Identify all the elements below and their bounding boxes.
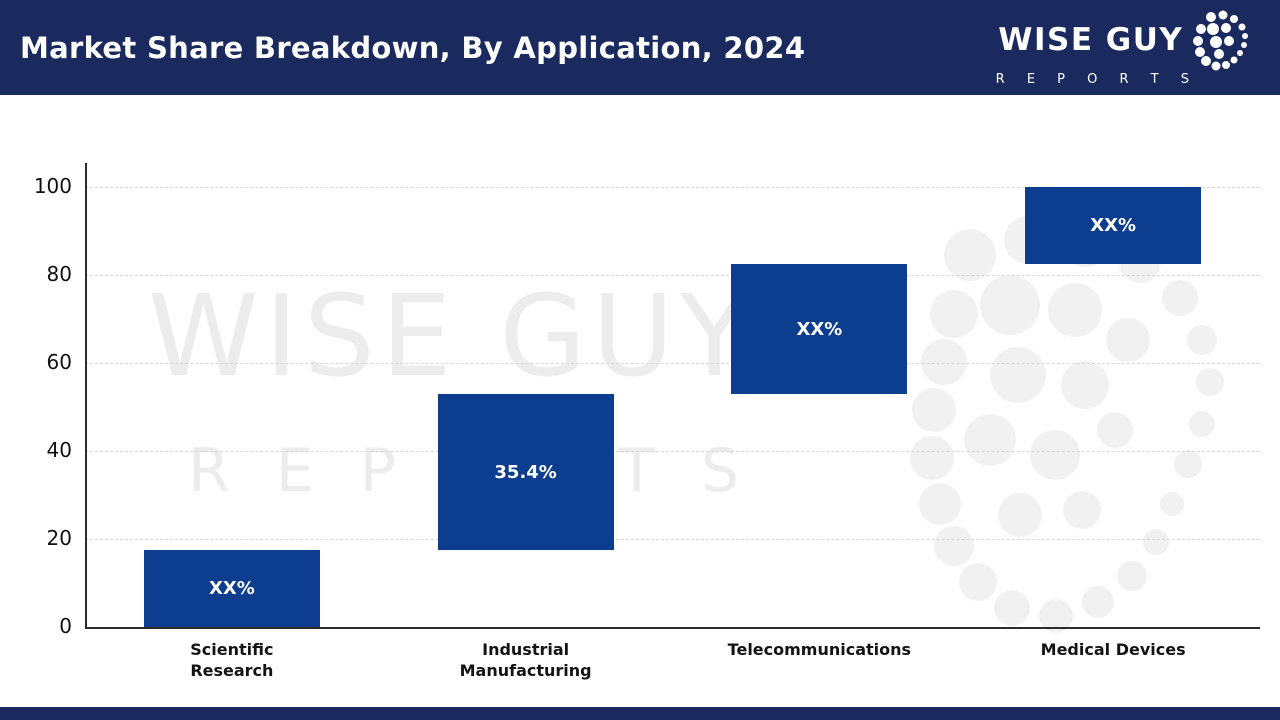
page-title: Market Share Breakdown, By Application, … [20,30,806,65]
y-tick-label: 80 [46,262,72,286]
footer-bar [0,707,1280,720]
x-axis-label: Scientific Research [190,640,274,681]
bar-2: 35.4% [437,394,614,550]
bar-value-label: XX% [208,578,255,599]
gridline [85,187,1260,188]
gridline [85,451,1260,452]
y-tick-label: 20 [46,526,72,550]
brand-head-icon [1193,10,1249,70]
bar-3: XX% [731,264,908,395]
bar-1: XX% [143,550,320,627]
watermark-brand-text: WISE GUY [148,272,755,402]
y-tick-label: 40 [46,438,72,462]
gridline [85,539,1260,540]
y-tick-label: 100 [33,174,72,198]
y-tick-label: 0 [59,614,72,638]
bar-value-label: XX% [1090,215,1137,236]
header-bar: Market Share Breakdown, By Application, … [0,0,1280,95]
x-axis-label: Industrial Manufacturing [459,640,592,681]
x-axis-label: Medical Devices [1040,640,1186,659]
bar-4: XX% [1025,187,1202,264]
bar-value-label: XX% [796,318,843,340]
y-tick-label: 60 [46,350,72,374]
brand-logo: WISE GUY R E P O R T S [996,9,1254,87]
x-axis-label: Telecommunications [727,640,912,659]
bar-value-label: 35.4% [494,461,557,483]
x-axis-line [85,627,1260,629]
brand-logo-name: WISE GUY [998,21,1184,58]
gridline [85,363,1260,364]
gridline [85,275,1260,276]
brand-logo-sub: R E P O R T S [995,71,1198,87]
y-axis-line [85,163,87,627]
